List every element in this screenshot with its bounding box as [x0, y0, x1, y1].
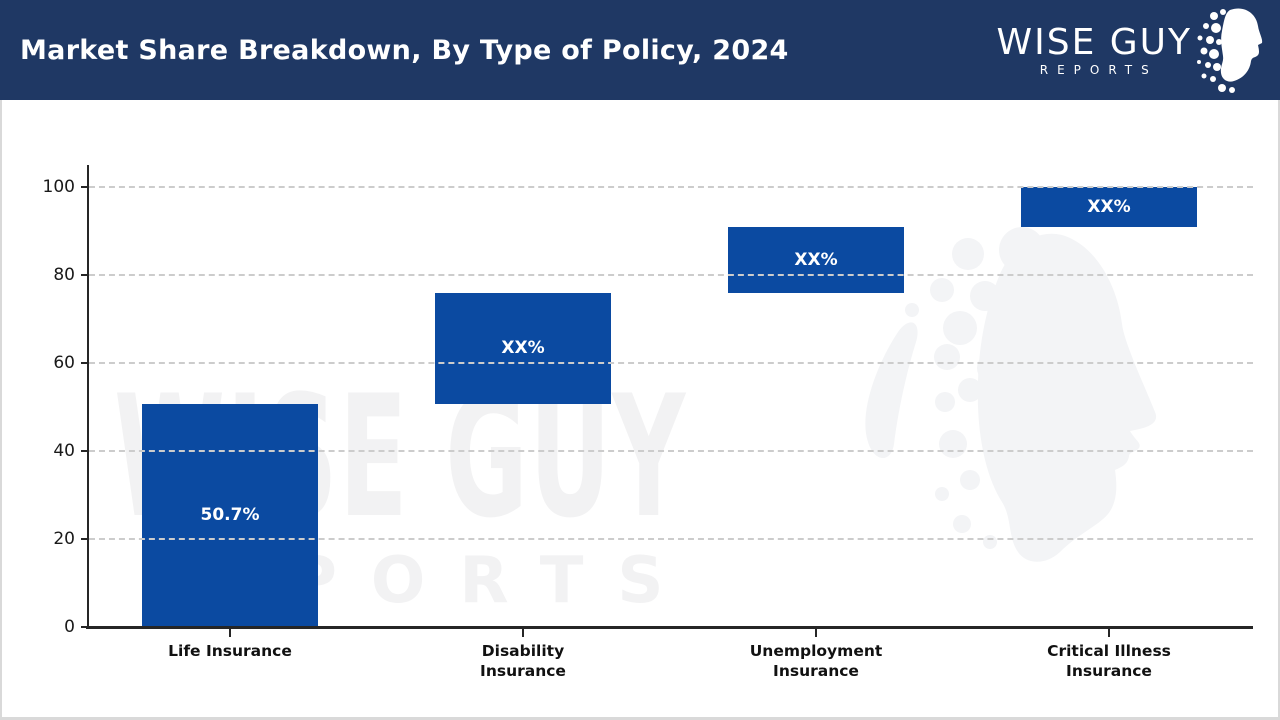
- gridline: [89, 274, 1253, 276]
- wise-guy-face-icon: [1197, 8, 1263, 93]
- bar-value-label: XX%: [1087, 196, 1131, 217]
- bar-segment: [1021, 187, 1197, 227]
- logo-wordmark: WISE GUY: [996, 21, 1192, 63]
- y-tick-label: 20: [53, 529, 75, 549]
- x-category-label-line: Disability: [481, 642, 565, 660]
- x-tick-mark: [229, 629, 231, 637]
- gridline: [89, 450, 1253, 452]
- y-tick-label: 60: [53, 353, 75, 373]
- gridline: [89, 186, 1253, 188]
- bar-value-label: XX%: [794, 249, 838, 270]
- y-axis-spine: [87, 165, 89, 629]
- x-category-label-line: Insurance: [480, 662, 566, 680]
- x-category-label: Critical Illness Insurance: [1047, 641, 1171, 681]
- x-category-label: Life Insurance: [168, 641, 292, 661]
- x-tick-mark: [815, 629, 817, 637]
- y-tick-mark: [81, 274, 87, 276]
- y-tick-mark: [81, 626, 87, 628]
- y-tick-mark: [81, 538, 87, 540]
- x-axis-spine: [86, 626, 1253, 629]
- x-category-label: Disability Insurance: [480, 641, 566, 681]
- wise-guy-logo: WISE GUY REPORTS: [997, 4, 1280, 96]
- gridline: [89, 538, 1253, 540]
- logo-subtitle: REPORTS: [1039, 62, 1158, 77]
- y-tick-mark: [81, 450, 87, 452]
- y-tick-mark: [81, 186, 87, 188]
- y-tick-mark: [81, 362, 87, 364]
- x-category-label-line: Life Insurance: [168, 642, 292, 660]
- x-category-label: Unemployment Insurance: [750, 641, 883, 681]
- x-category-label-line: Critical Illness: [1047, 642, 1171, 660]
- logo-text: WISE GUY REPORTS: [996, 21, 1193, 77]
- x-category-label-line: Insurance: [773, 662, 859, 680]
- bar-segment: [728, 226, 904, 294]
- x-category-label-line: Insurance: [1066, 662, 1152, 680]
- bar-segment: [435, 293, 611, 404]
- x-tick-mark: [1108, 629, 1110, 637]
- bar-value-label: 50.7%: [200, 505, 260, 526]
- y-tick-label: 0: [64, 617, 75, 637]
- x-category-label-line: Unemployment: [749, 642, 883, 660]
- watermark-subtitle: PORTS: [290, 544, 698, 618]
- x-tick-mark: [522, 629, 524, 637]
- bar-value-label: XX%: [501, 338, 545, 359]
- page-title: Market Share Breakdown, By Type of Polic…: [20, 34, 789, 66]
- y-tick-label: 40: [53, 441, 75, 461]
- header-band: Market Share Breakdown, By Type of Polic…: [0, 0, 1280, 100]
- gridline: [89, 362, 1253, 364]
- y-tick-label: 80: [53, 265, 75, 285]
- bar-segment: [142, 403, 318, 627]
- y-tick-label: 100: [42, 177, 75, 197]
